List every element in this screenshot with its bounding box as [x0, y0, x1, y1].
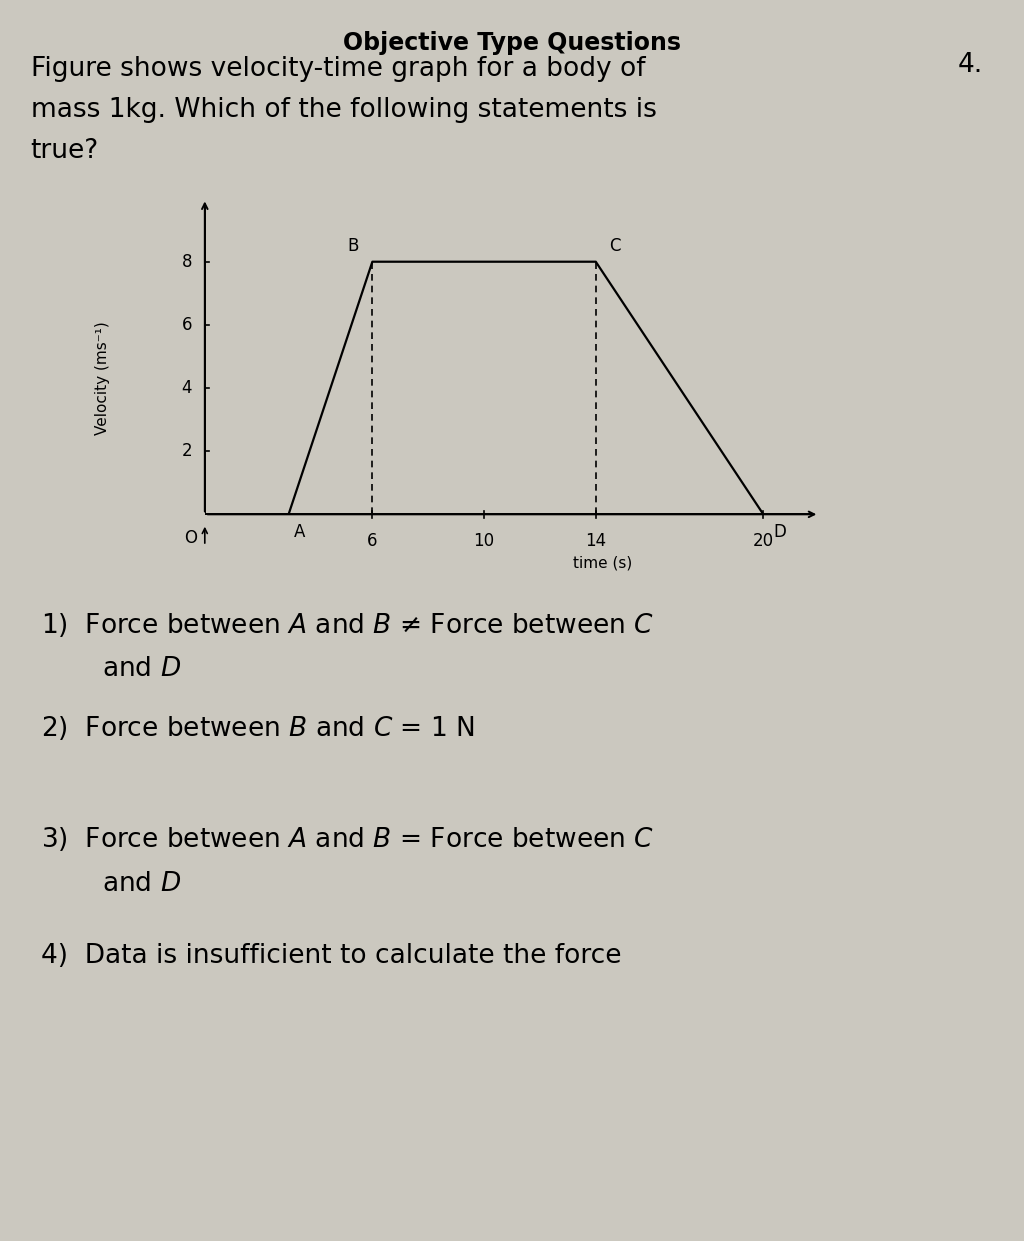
Text: O: O: [184, 529, 198, 546]
Text: 20: 20: [753, 531, 774, 550]
Text: 6: 6: [181, 316, 193, 334]
Text: and $D$: and $D$: [102, 656, 181, 683]
Text: 4: 4: [181, 379, 193, 397]
Text: C: C: [609, 237, 622, 254]
Text: 4.: 4.: [957, 52, 983, 78]
Text: 1)  Force between $A$ and $B$ ≠ Force between $C$: 1) Force between $A$ and $B$ ≠ Force bet…: [41, 611, 654, 639]
Text: 10: 10: [473, 531, 495, 550]
Text: 4)  Data is insufficient to calculate the force: 4) Data is insufficient to calculate the…: [41, 943, 622, 969]
Text: A: A: [294, 522, 305, 541]
Text: 2)  Force between $B$ and $C$ = 1 N: 2) Force between $B$ and $C$ = 1 N: [41, 714, 474, 742]
Text: B: B: [347, 237, 358, 254]
Text: time (s): time (s): [573, 556, 633, 571]
Text: mass 1kg. Which of the following statements is: mass 1kg. Which of the following stateme…: [31, 97, 656, 123]
Text: 8: 8: [181, 253, 193, 271]
Text: 2: 2: [181, 442, 193, 460]
Text: true?: true?: [31, 138, 99, 164]
Text: Velocity (ms⁻¹): Velocity (ms⁻¹): [95, 321, 110, 436]
Text: D: D: [774, 522, 786, 541]
Text: 3)  Force between $A$ and $B$ = Force between $C$: 3) Force between $A$ and $B$ = Force bet…: [41, 825, 654, 854]
Text: and $D$: and $D$: [102, 871, 181, 897]
Text: 14: 14: [586, 531, 606, 550]
Text: 6: 6: [368, 531, 378, 550]
Text: Figure shows velocity-time graph for a body of: Figure shows velocity-time graph for a b…: [31, 56, 645, 82]
Text: Objective Type Questions: Objective Type Questions: [343, 31, 681, 55]
